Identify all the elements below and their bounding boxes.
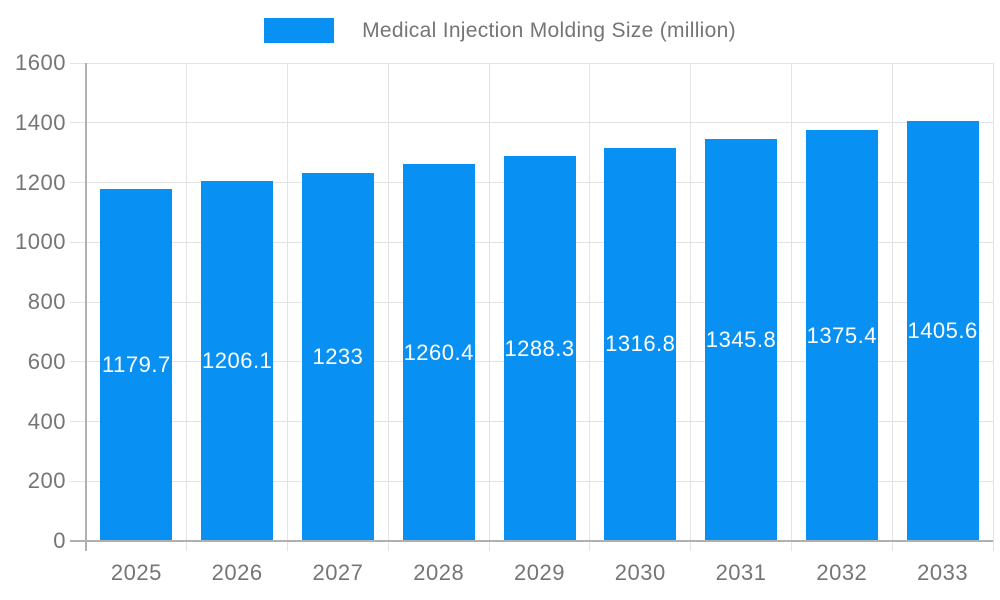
x-tick-label: 2030	[614, 560, 666, 585]
x-tick-label: 2029	[514, 560, 565, 585]
x-gridline	[287, 63, 289, 551]
bar-2030	[604, 147, 677, 541]
x-tick-label: 2033	[917, 560, 969, 585]
bar-value-label: 1260.4	[403, 339, 474, 365]
bar-2027	[301, 172, 374, 541]
x-gridline	[387, 63, 389, 551]
x-axis-line	[70, 540, 993, 542]
legend-swatch-icon	[264, 18, 335, 43]
bar-value-label: 1206.1	[202, 347, 273, 373]
bar-value-label: 1233	[312, 343, 364, 369]
y-tick-label: 1600	[15, 50, 66, 75]
bar-value-label: 1288.3	[504, 335, 575, 361]
y-gridline	[70, 62, 993, 64]
bar-value-label: 1405.6	[907, 318, 978, 344]
y-tick-label: 400	[27, 408, 66, 434]
bar-value-label: 1375.4	[806, 322, 877, 348]
y-tick-label: 200	[27, 468, 66, 494]
x-gridline	[891, 63, 893, 551]
bar-value-label: 1179.7	[102, 351, 171, 377]
x-gridline	[186, 63, 188, 551]
x-gridline	[992, 63, 994, 551]
bar-value-label: 1345.8	[705, 326, 777, 352]
y-tick-label: 1200	[15, 169, 66, 195]
bar-2026	[201, 180, 274, 541]
legend-label: Medical Injection Molding Size (million)	[362, 18, 736, 42]
x-gridline	[690, 63, 692, 551]
y-tick-label: 1000	[15, 229, 66, 255]
bar-2028	[402, 164, 475, 541]
legend-item[interactable]: Medical Injection Molding Size (million)	[0, 18, 1000, 43]
bar-2032	[805, 130, 878, 541]
x-tick-label: 2027	[312, 560, 364, 585]
y-tick-label: 600	[27, 348, 66, 374]
x-tick-label: 2032	[816, 560, 868, 585]
bar-value-label: 1316.8	[605, 331, 676, 357]
bar-2025	[100, 188, 173, 541]
x-tick-label: 2028	[413, 560, 465, 585]
y-tick-label: 0	[53, 528, 66, 553]
bar-2031	[705, 138, 778, 541]
x-tick-label: 2026	[211, 560, 263, 585]
y-axis-line	[85, 63, 87, 551]
x-gridline	[488, 63, 490, 551]
bar-2033	[906, 121, 979, 541]
x-tick-label: 2025	[110, 560, 162, 585]
bar-2029	[503, 156, 576, 541]
y-tick-label: 800	[27, 289, 66, 314]
x-gridline	[589, 63, 591, 551]
x-tick-label: 2031	[715, 560, 767, 585]
y-tick-label: 1400	[15, 109, 66, 135]
y-gridline	[70, 122, 993, 124]
x-gridline	[790, 63, 792, 551]
